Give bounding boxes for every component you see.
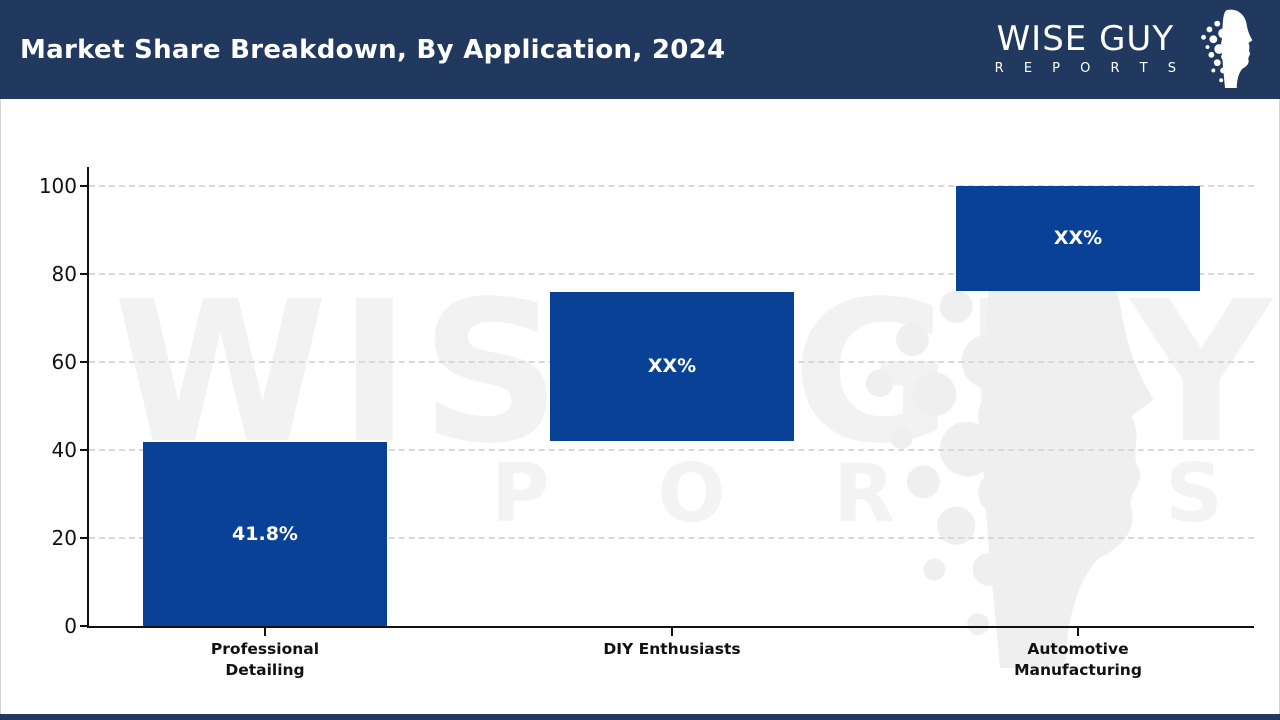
y-tick-label: 60 — [51, 350, 77, 374]
y-axis-line — [87, 167, 89, 628]
watermark-dotted-head-icon — [865, 227, 1154, 669]
y-tick-label: 100 — [38, 174, 77, 198]
x-category-label: DIY Enthusiasts — [562, 639, 782, 660]
page-title: Market Share Breakdown, By Application, … — [20, 34, 726, 65]
y-tick-label: 40 — [51, 438, 77, 462]
x-axis-line — [87, 626, 1254, 628]
y-tick-label: 20 — [51, 526, 77, 550]
y-axis-tick — [80, 537, 88, 539]
x-category-label-line: Manufacturing — [1014, 661, 1142, 679]
y-gridline — [89, 273, 1254, 275]
bar-diy-enthusiasts: XX% — [550, 291, 794, 442]
plot-area: 0 20 40 60 80 100 41.8% Professional Detailing XX… — [1, 99, 1279, 714]
logo-subtitle: R E P O R T S — [994, 61, 1184, 76]
dotted-head-icon — [1201, 9, 1253, 89]
y-tick-label: 0 — [64, 614, 77, 638]
y-gridline — [89, 537, 1254, 539]
header-bar: Market Share Breakdown, By Application, … — [0, 0, 1280, 99]
x-category-label-line: Professional — [210, 640, 320, 658]
x-category-label: Professional Detailing — [155, 639, 375, 681]
y-axis-tick — [80, 625, 88, 627]
y-axis-tick — [80, 185, 88, 187]
x-axis-tick — [264, 628, 266, 636]
x-axis-tick — [671, 628, 673, 636]
x-category-label: Automotive Manufacturing — [968, 639, 1188, 681]
y-axis-tick — [80, 361, 88, 363]
y-gridline — [89, 449, 1254, 451]
x-axis-tick — [1077, 628, 1079, 636]
y-axis-tick — [80, 449, 88, 451]
x-category-label-line: Detailing — [225, 661, 305, 679]
y-axis-tick — [80, 273, 88, 275]
wise-guy-reports-logo: WISE GUY R E P O R T S — [987, 8, 1266, 90]
bar-value-label: XX% — [647, 355, 697, 378]
x-category-label-line: DIY Enthusiasts — [603, 640, 741, 658]
logo-text: WISE GUY R E P O R T S — [987, 20, 1184, 78]
bar-professional-detailing: 41.8% — [143, 442, 387, 626]
bar-value-label: 41.8% — [232, 523, 298, 546]
x-category-label-line: Automotive — [1027, 640, 1129, 658]
y-tick-label: 80 — [51, 262, 77, 286]
y-gridline — [89, 185, 1254, 187]
logo-wordmark: WISE GUY — [996, 19, 1175, 59]
chart-canvas: WISE GUY R E P O R T S 02040608010041.8%… — [0, 99, 1280, 714]
footer-bar — [0, 714, 1280, 720]
bar-value-label: XX% — [1053, 227, 1103, 250]
bar-automotive-manufacturing: XX% — [956, 186, 1200, 291]
